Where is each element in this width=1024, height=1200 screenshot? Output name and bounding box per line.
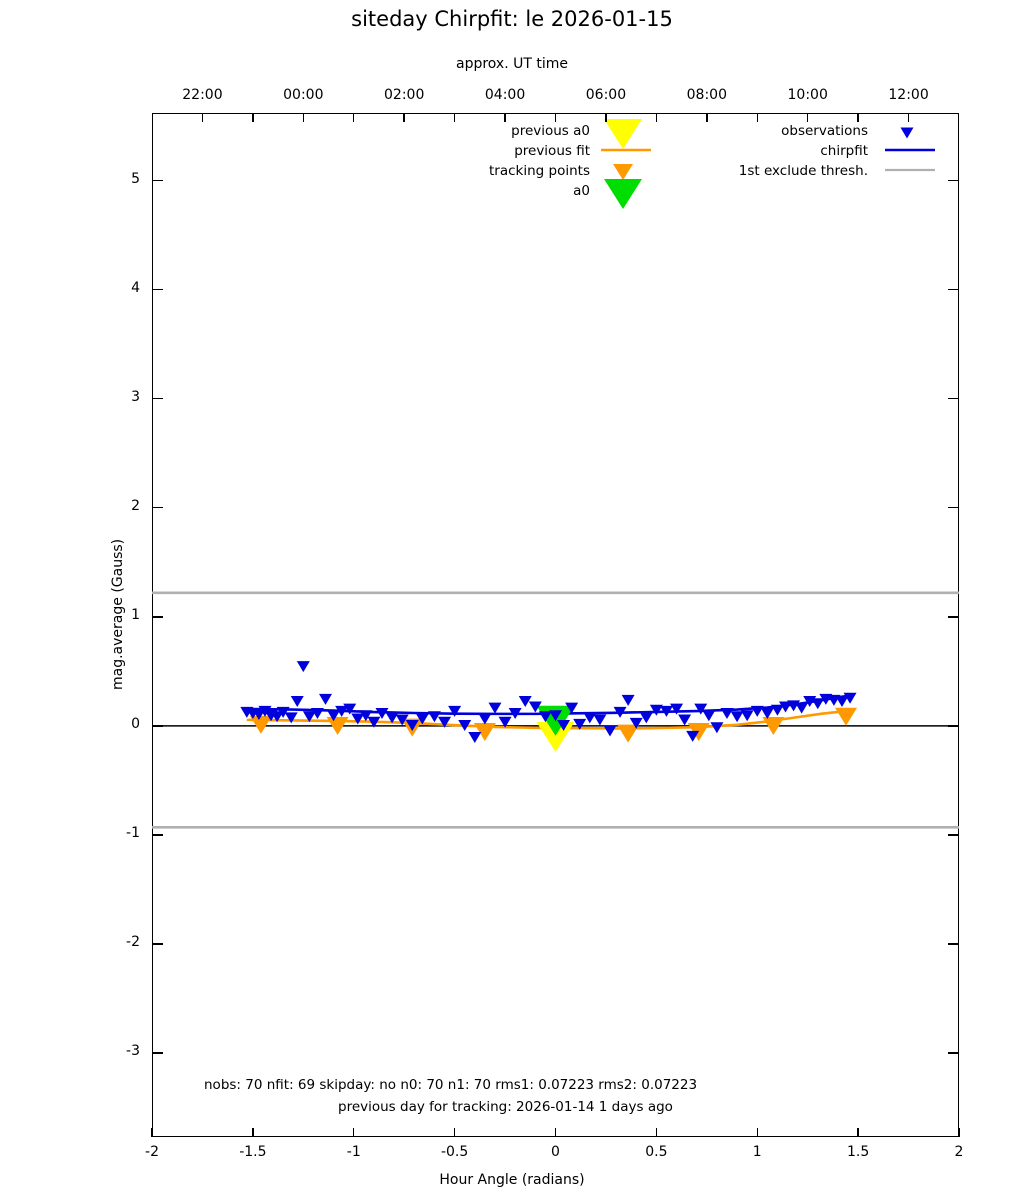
y-tick-right-1 xyxy=(948,943,959,945)
x-axis-label: Hour Angle (radians) xyxy=(439,1172,585,1188)
y-tick-0 xyxy=(152,1052,163,1054)
x-tick-label-3: -0.5 xyxy=(440,1144,469,1160)
top-minor-tick-6 xyxy=(756,113,758,122)
x-tick-label-1: -1.5 xyxy=(239,1144,267,1160)
y-tick-right-8 xyxy=(948,179,959,182)
top-minor-tick-1 xyxy=(252,113,254,122)
y-tick-right-7 xyxy=(948,288,959,291)
x-tick-6 xyxy=(756,1128,758,1137)
top-tick-0 xyxy=(201,113,204,122)
legend-tracking-points-label: tracking points xyxy=(489,163,590,179)
legend-previous-fit-label: previous fit xyxy=(514,143,590,159)
y-tick-right-6 xyxy=(948,398,959,400)
y-tick-label-0: -3 xyxy=(126,1043,140,1060)
x-tick-label-2: -1 xyxy=(346,1144,361,1160)
y-tick-1 xyxy=(152,943,163,945)
x-tick-label-7: 1.5 xyxy=(846,1144,870,1160)
top-tick-label-2: 02:00 xyxy=(384,87,425,103)
top-minor-tick-5 xyxy=(655,113,658,122)
y-tick-label-7: 4 xyxy=(131,279,140,296)
top-minor-tick-4 xyxy=(554,113,557,122)
top-tick-label-5: 08:00 xyxy=(686,87,727,103)
y-tick-4 xyxy=(152,616,163,618)
top-tick-2 xyxy=(403,113,405,122)
top-tick-label-1: 00:00 xyxy=(283,87,324,103)
y-tick-2 xyxy=(152,834,163,836)
top-tick-label-6: 10:00 xyxy=(787,87,828,103)
top-tick-label-3: 04:00 xyxy=(484,87,526,103)
x-tick-label-6: 1 xyxy=(752,1144,762,1160)
legend-a0-label: a0 xyxy=(573,183,590,199)
y-tick-right-5 xyxy=(948,507,959,509)
y-tick-3 xyxy=(152,725,163,727)
y-tick-7 xyxy=(152,288,163,291)
status-line-1: nobs: 70 nfit: 69 skipday: no n0: 70 n1:… xyxy=(204,1077,698,1093)
y-tick-6 xyxy=(152,398,163,400)
y-tick-right-2 xyxy=(948,834,959,836)
top-tick-5 xyxy=(706,113,708,122)
x-tick-3 xyxy=(453,1128,456,1137)
y-tick-label-6: 3 xyxy=(131,388,140,405)
legend-observations-label: observations xyxy=(781,123,868,139)
x-tick-label-8: 2 xyxy=(954,1144,964,1160)
y-tick-label-1: -2 xyxy=(126,933,140,950)
top-tick-4 xyxy=(605,113,607,122)
plot-area xyxy=(152,113,959,1137)
legend-previous-a0-label: previous a0 xyxy=(511,123,590,139)
top-minor-tick-7 xyxy=(857,113,859,122)
top-tick-6 xyxy=(806,113,809,122)
top-minor-tick-2 xyxy=(353,113,355,122)
x-tick-label-4: 0 xyxy=(551,1144,560,1160)
y-tick-5 xyxy=(152,507,163,509)
x-tick-0 xyxy=(151,1128,153,1137)
top-minor-tick-3 xyxy=(453,113,456,122)
top-tick-3 xyxy=(504,113,506,122)
top-tick-label-4: 06:00 xyxy=(585,87,627,103)
top-tick-label-7: 12:00 xyxy=(888,87,929,103)
top-tick-7 xyxy=(907,113,910,122)
top-tick-label-0: 22:00 xyxy=(182,87,223,103)
y-tick-8 xyxy=(152,179,163,182)
x-tick-label-0: -2 xyxy=(145,1144,159,1160)
status-line-2: previous day for tracking: 2026-01-14 1 … xyxy=(338,1099,673,1115)
x-tick-1 xyxy=(252,1128,254,1137)
y-tick-right-0 xyxy=(948,1052,959,1054)
x-tick-4 xyxy=(554,1128,557,1137)
top-axis-label: approx. UT time xyxy=(456,56,568,72)
y-tick-label-2: -1 xyxy=(126,824,140,841)
x-tick-7 xyxy=(857,1128,859,1137)
x-tick-label-5: 0.5 xyxy=(645,1144,668,1160)
y-tick-right-4 xyxy=(948,616,959,618)
x-tick-8 xyxy=(958,1128,960,1137)
y-tick-label-4: 1 xyxy=(131,606,140,623)
page-title: siteday Chirpfit: le 2026-01-15 xyxy=(351,7,673,31)
y-tick-label-8: 5 xyxy=(131,170,140,187)
legend-chirpfit-label: chirpfit xyxy=(820,143,868,159)
top-tick-1 xyxy=(302,113,304,122)
legend-exclude-thresh-label: 1st exclude thresh. xyxy=(738,163,868,179)
y-tick-right-3 xyxy=(948,725,959,727)
y-tick-label-5: 2 xyxy=(131,497,140,514)
x-tick-5 xyxy=(655,1128,658,1137)
x-tick-2 xyxy=(353,1128,355,1137)
y-tick-label-3: 0 xyxy=(131,715,140,732)
